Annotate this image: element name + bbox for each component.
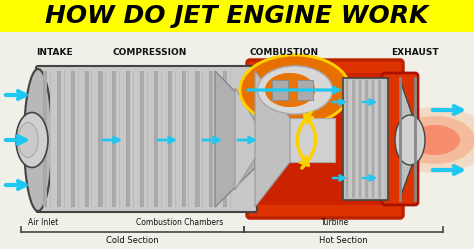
Bar <box>272 80 288 100</box>
Ellipse shape <box>265 73 315 107</box>
Bar <box>189 71 192 207</box>
Ellipse shape <box>395 115 425 165</box>
Ellipse shape <box>380 107 474 173</box>
Text: INTAKE: INTAKE <box>36 48 73 57</box>
Bar <box>379 80 381 198</box>
Bar <box>375 80 377 198</box>
Bar <box>297 80 313 100</box>
Bar <box>64 71 68 207</box>
FancyBboxPatch shape <box>247 60 403 218</box>
Bar <box>119 71 123 207</box>
Bar <box>195 71 200 207</box>
Bar <box>230 71 234 207</box>
Bar <box>78 71 82 207</box>
Ellipse shape <box>240 55 350 125</box>
Bar <box>297 80 313 100</box>
Bar <box>154 71 158 207</box>
Polygon shape <box>235 88 260 190</box>
Ellipse shape <box>257 66 332 114</box>
Bar <box>362 80 365 198</box>
Ellipse shape <box>257 66 332 114</box>
Bar <box>147 71 151 207</box>
Bar <box>84 71 89 207</box>
Bar <box>223 71 228 207</box>
Text: Cold Section: Cold Section <box>106 236 159 245</box>
FancyBboxPatch shape <box>382 73 418 205</box>
Polygon shape <box>255 71 290 207</box>
Bar <box>343 78 388 200</box>
Bar <box>91 71 96 207</box>
Text: Hot Section: Hot Section <box>319 236 368 245</box>
Bar <box>71 71 75 207</box>
Bar <box>349 80 352 198</box>
Bar <box>346 80 348 198</box>
Ellipse shape <box>16 113 48 168</box>
FancyBboxPatch shape <box>36 66 257 212</box>
Bar <box>50 71 54 207</box>
Ellipse shape <box>395 116 474 164</box>
Bar <box>126 71 130 207</box>
Bar <box>99 71 102 207</box>
Bar <box>356 80 358 198</box>
Bar <box>161 71 165 207</box>
Bar <box>369 80 371 198</box>
Ellipse shape <box>240 55 350 125</box>
Bar <box>0 0 474 32</box>
Bar <box>353 80 355 198</box>
Bar <box>0 32 474 249</box>
Polygon shape <box>400 80 415 198</box>
Polygon shape <box>215 71 255 207</box>
Text: Turbine: Turbine <box>321 217 349 227</box>
Bar <box>382 80 384 198</box>
Ellipse shape <box>410 125 460 155</box>
Bar <box>112 71 117 207</box>
Ellipse shape <box>24 69 52 211</box>
Bar <box>202 71 207 207</box>
Bar <box>140 71 144 207</box>
Bar <box>57 71 61 207</box>
Ellipse shape <box>265 73 315 107</box>
Bar <box>105 71 109 207</box>
Bar <box>182 71 186 207</box>
Bar <box>365 80 368 198</box>
Bar <box>43 71 47 207</box>
Bar <box>359 80 361 198</box>
Bar <box>255 73 385 205</box>
Bar <box>255 118 335 162</box>
Text: COMBUSTION: COMBUSTION <box>250 48 319 57</box>
Text: HOW DO JET ENGINE WORK: HOW DO JET ENGINE WORK <box>46 4 428 28</box>
Ellipse shape <box>18 123 38 158</box>
Bar <box>216 71 220 207</box>
Bar <box>168 71 172 207</box>
Text: COMPRESSION: COMPRESSION <box>112 48 186 57</box>
Bar <box>372 80 374 198</box>
Bar <box>174 71 179 207</box>
Bar <box>272 80 288 100</box>
Text: Combustion Chambers: Combustion Chambers <box>137 217 224 227</box>
Text: EXHAUST: EXHAUST <box>391 48 438 57</box>
Bar <box>210 71 213 207</box>
Bar <box>133 71 137 207</box>
Text: Air Inlet: Air Inlet <box>28 217 58 227</box>
